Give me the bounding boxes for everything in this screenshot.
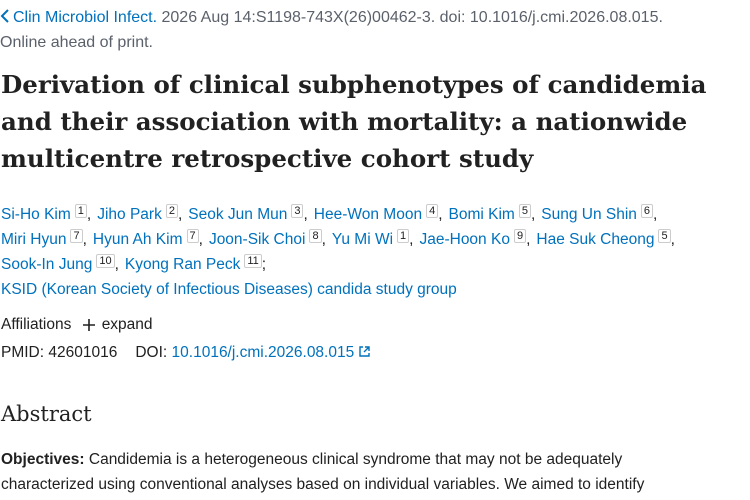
author-line: Miri Hyun 7, Hyun Ah Kim 7, Joon-Sik Choi 8, Y…	[1, 227, 741, 252]
separator: ,	[438, 206, 443, 223]
separator: ;	[261, 256, 267, 273]
authors-list: Si-Ho Kim 1, Jiho Park 2, Seok Jun Mun 3, Hee-…	[1, 202, 741, 302]
separator: ,	[198, 231, 203, 248]
doi-label: DOI:	[135, 344, 168, 361]
expand-toggle[interactable]: expand	[101, 316, 153, 333]
doi-link[interactable]: 10.1016/j.cmi.2026.08.015	[171, 344, 355, 361]
author-line: Si-Ho Kim 1, Jiho Park 2, Seok Jun Mun 3, Hee-…	[1, 202, 741, 227]
article-title: Derivation of clinical subphenotypes of …	[1, 70, 707, 173]
chevron-icon	[0, 9, 9, 23]
separator: ,	[530, 206, 536, 223]
author-name[interactable]: Jae-Hoon Ko	[419, 231, 510, 248]
publication-status: Online ahead of print.	[0, 34, 153, 51]
separator: ,	[409, 231, 414, 248]
affiliation-number[interactable]: 10	[96, 254, 115, 268]
study-group[interactable]: KSID (Korean Society of Infectious Disea…	[1, 281, 457, 298]
separator: ,	[653, 206, 658, 223]
external-link-icon	[358, 346, 370, 357]
author-name[interactable]: Sung Un Shin	[541, 206, 637, 223]
separator: ,	[321, 231, 326, 248]
author-name[interactable]: Jiho Park	[97, 206, 162, 223]
separator: ,	[303, 206, 308, 223]
affiliation-number[interactable]: 5	[658, 229, 671, 243]
author-name[interactable]: Sook-In Jung	[1, 256, 93, 273]
author-line: KSID (Korean Society of Infectious Disea…	[1, 277, 741, 302]
author-line: Sook-In Jung 10, Kyong Ran Peck 11;	[1, 252, 741, 277]
author-name[interactable]: Joon-Sik Choi	[208, 231, 306, 248]
affiliation-number[interactable]: 1	[397, 229, 410, 243]
abstract-objectives: Objectives: Candidemia is a heterogeneou…	[1, 447, 701, 497]
affiliations: Affiliations expand	[1, 316, 153, 334]
section-text: Candidemia is a heterogeneous clinical s…	[1, 451, 645, 493]
affiliation-number[interactable]: 2	[165, 204, 178, 218]
affiliation-number[interactable]: 1	[74, 204, 87, 218]
citation-line: Clin Microbiol Infect. 2026 Aug 14:S1198…	[0, 5, 663, 30]
author-name[interactable]: Hee-Won Moon	[313, 206, 423, 223]
author-name[interactable]: Hyun Ah Kim	[92, 231, 183, 248]
affiliation-number[interactable]: 6	[640, 204, 654, 218]
section-label: Objectives:	[1, 451, 85, 468]
affiliation-number[interactable]: 8	[309, 229, 322, 243]
journal-link[interactable]: Clin Microbiol Infect.	[13, 9, 158, 26]
affiliations-label: Affiliations	[1, 316, 72, 333]
author-name[interactable]: Si-Ho Kim	[1, 206, 71, 223]
affiliation-number[interactable]: 7	[70, 229, 83, 243]
author-name[interactable]: Hae Suk Cheong	[536, 231, 655, 248]
separator: ,	[86, 206, 92, 223]
separator: ,	[670, 231, 675, 248]
separator: ,	[526, 231, 531, 248]
pmid: 42601016	[48, 344, 118, 361]
affiliation-number[interactable]: 5	[518, 204, 531, 218]
affiliation-number[interactable]: 9	[513, 229, 527, 243]
pmid-label: PMID:	[1, 344, 45, 361]
affiliation-number[interactable]: 11	[244, 254, 262, 268]
citation: Clin Microbiol Infect. 2026 Aug 14:S1198…	[0, 5, 663, 55]
author-name[interactable]: Yu Mi Wi	[331, 231, 394, 248]
author-name[interactable]: Bomi Kim	[448, 206, 515, 223]
separator: ,	[177, 206, 183, 223]
abstract-heading: Abstract	[1, 402, 92, 426]
affiliation-number[interactable]: 4	[426, 204, 439, 218]
citation-details: 2026 Aug 14:S1198-743X(26)00462-3. doi: …	[161, 9, 663, 26]
affiliation-number[interactable]: 7	[186, 229, 199, 243]
author-name[interactable]: Seok Jun Mun	[188, 206, 288, 223]
plus-icon	[83, 319, 96, 331]
author-name[interactable]: Kyong Ran Peck	[124, 256, 241, 273]
identifiers: PMID: 42601016 DOI: 10.1016/j.cmi.2026.08…	[1, 344, 370, 362]
separator: ,	[82, 231, 87, 248]
affiliation-number[interactable]: 3	[291, 204, 304, 218]
author-name[interactable]: Miri Hyun	[1, 231, 67, 248]
separator: ,	[114, 256, 119, 273]
